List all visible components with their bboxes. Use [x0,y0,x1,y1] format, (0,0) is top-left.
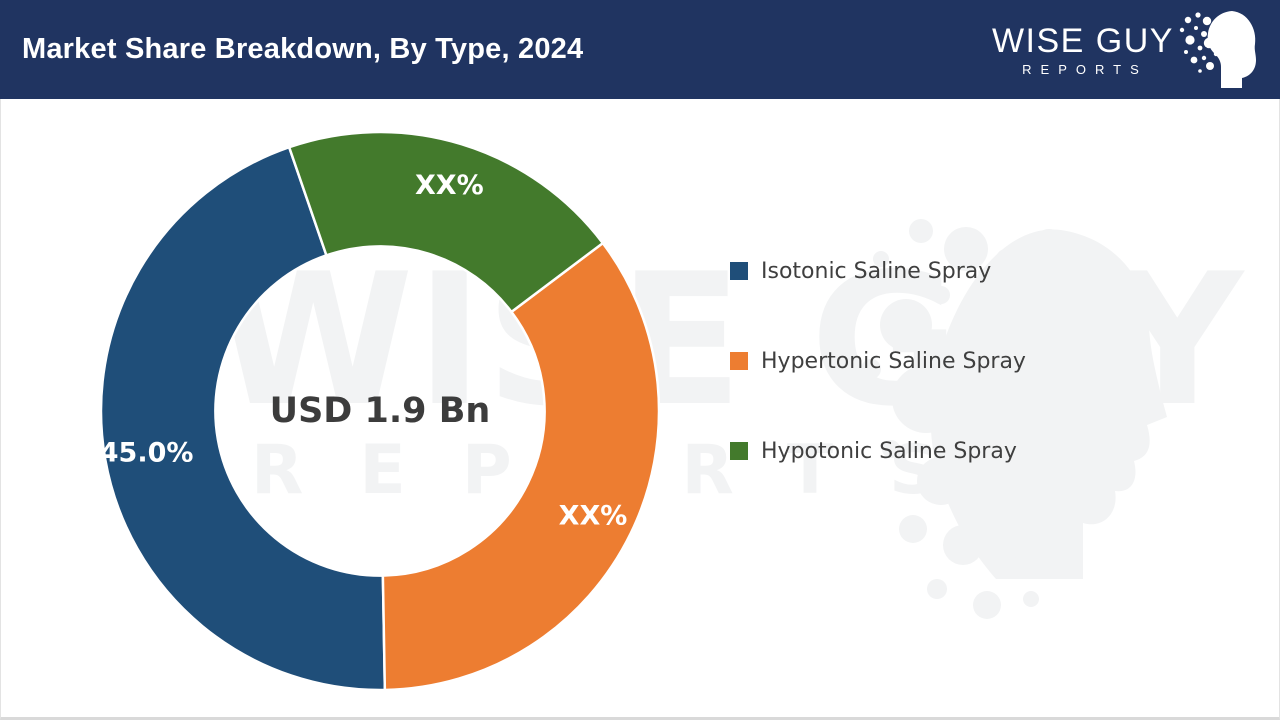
legend-swatch-hypotonic [730,442,748,460]
logo-subtext: REPORTS [1022,61,1148,77]
page-title: Market Share Breakdown, By Type, 2024 [22,33,584,65]
donut-chart: 45.0% XX% XX% [99,130,661,692]
header-bar: Market Share Breakdown, By Type, 2024 WI… [0,0,1280,99]
segment-value-label-0: 45.0% [100,438,194,469]
legend: Isotonic Saline Spray Hypertonic Saline … [730,257,1026,527]
legend-swatch-isotonic [730,262,748,280]
wise-guy-reports-logo: WISE GUY REPORTS [992,8,1262,92]
chart-area: WISE GUY REPORTS 45.0%XX [0,99,1280,720]
legend-label: Hypertonic Saline Spray [761,348,1026,374]
logo-wordmark: WISE GUY [991,21,1174,60]
legend-label: Hypotonic Saline Spray [761,438,1017,464]
legend-swatch-hypertonic [730,352,748,370]
legend-item-isotonic: Isotonic Saline Spray [730,257,1026,285]
logo-face-icon [1179,10,1256,88]
legend-label: Isotonic Saline Spray [761,258,992,284]
donut-segment-2 [287,130,605,314]
legend-item-hypotonic: Hypotonic Saline Spray [730,437,1026,465]
segment-value-label-1: XX% [559,500,628,531]
segment-value-label-2: XX% [415,170,484,201]
donut-segment-0 [99,145,387,692]
legend-item-hypertonic: Hypertonic Saline Spray [730,347,1026,375]
chart-center-value: USD 1.9 Bn [269,391,491,431]
donut-segment-1 [381,241,661,692]
logo-text: WISE GUY REPORTS [992,24,1174,76]
